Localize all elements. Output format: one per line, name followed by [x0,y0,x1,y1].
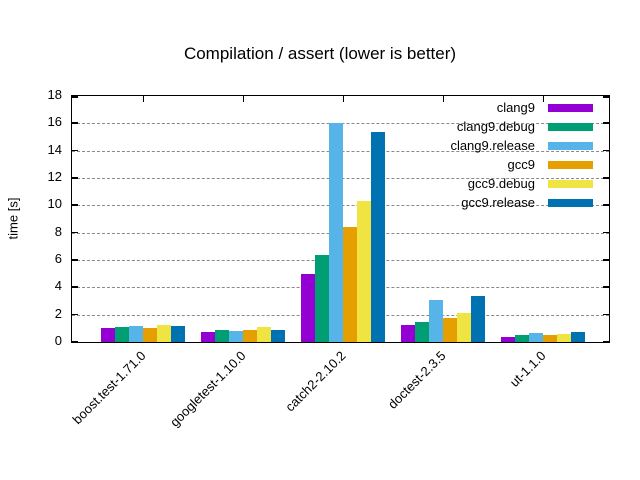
y-axis-tick-right [603,341,609,343]
legend-row: gcc9.debug [450,174,593,193]
bar-gcc9.release [271,329,285,342]
bar-gcc9.debug [157,324,171,342]
bar-gcc9.release [571,331,585,342]
y-axis-tick-left [72,313,78,316]
y-tick-label: 8 [54,223,62,239]
legend-label: gcc9.debug [467,176,535,191]
bar-clang9.debug [315,254,329,342]
bar-clang9 [501,336,515,342]
y-axis-tick-left [72,122,78,124]
legend-row: gcc9 [450,155,593,174]
y-tick-label: 2 [54,305,62,321]
bar-clang9.release [529,333,543,342]
y-axis-tick-left [72,204,78,206]
y-axis-tick-right [603,259,609,261]
bar-clang9.release [329,123,343,342]
bar-clang9 [301,273,315,342]
chart-title: Compilation / assert (lower is better) [183,44,457,63]
bar-clang9.debug [115,326,129,342]
plot-area: clang9 clang9.debug clang9.release gcc9 gcc9… [71,95,610,343]
bar-clang9.debug [515,335,529,342]
bar-gcc9 [343,227,357,342]
legend-swatch [548,122,593,131]
x-axis-tick-top [342,96,344,102]
y-axis-tick-left [72,96,78,98]
legend-swatch [548,198,593,207]
y-tick-label: 10 [47,196,62,212]
legend-swatch [548,141,593,150]
y-axis-tick-right [603,286,609,288]
bar-clang9 [201,331,215,342]
y-axis-tick-right [603,177,609,179]
y-axis-tick-right [603,231,609,234]
y-axis-tick-left [72,286,78,288]
bar-gcc9.debug [457,313,471,342]
bar-clang9.release [429,299,443,342]
bar-gcc9.release [371,131,385,342]
bar-clang9.release [129,325,143,342]
legend-row: clang9.debug [450,117,593,136]
bar-clang9 [401,324,415,342]
x-axis-tick-top [242,96,244,102]
legend-swatch [548,103,593,112]
y-axis-tick-right [603,313,609,316]
bar-gcc9 [243,329,257,342]
legend-label: clang9.debug [456,119,535,134]
y-axis-tick-left [72,177,78,179]
bar-gcc9.release [471,295,485,342]
legend-label: clang9.release [450,138,535,153]
y-axis-tick-right [603,149,609,152]
legend-swatch [548,179,593,188]
bar-clang9.debug [415,321,429,342]
y-tick-label: 18 [47,87,62,102]
bar-gcc9.debug [557,333,571,342]
x-axis-tick-top [442,96,444,102]
y-tick-label: 0 [54,333,62,348]
y-tick-label: 6 [54,251,62,266]
bar-clang9.debug [215,330,229,342]
bar-gcc9.debug [257,326,271,342]
y-tick-label: 14 [47,141,62,157]
y-tick-label: 16 [47,114,62,130]
x-axis-tick-top [542,96,544,102]
legend-swatch [548,160,593,169]
legend-label: gcc9.release [461,195,535,210]
bar-gcc9.release [171,326,185,342]
y-axis-tick-left [72,231,78,234]
y-axis-tick-left [72,149,78,152]
bar-gcc9.debug [357,201,371,342]
bar-gcc9 [543,335,557,342]
y-axis-tick-left [72,259,78,261]
x-axis-tick-top [142,96,144,102]
legend: clang9 clang9.debug clang9.release gcc9 gcc9… [450,98,593,212]
y-axis-tick-left [72,341,78,343]
legend-label: clang9 [496,100,535,115]
legend-row: clang9.release [450,136,593,155]
y-tick-label: 4 [54,278,62,294]
legend-row: clang9 [450,98,593,117]
bar-gcc9 [443,318,457,342]
y-axis-tick-right [603,122,609,124]
bar-clang9 [101,328,115,342]
legend-row: gcc9.release [450,193,593,212]
bar-clang9.release [229,331,243,342]
y-axis-tick-right [603,204,609,206]
bar-gcc9 [143,327,157,342]
legend-label: gcc9 [507,157,535,172]
y-tick-label: 12 [47,169,62,184]
y-axis-tick-right [603,96,609,98]
